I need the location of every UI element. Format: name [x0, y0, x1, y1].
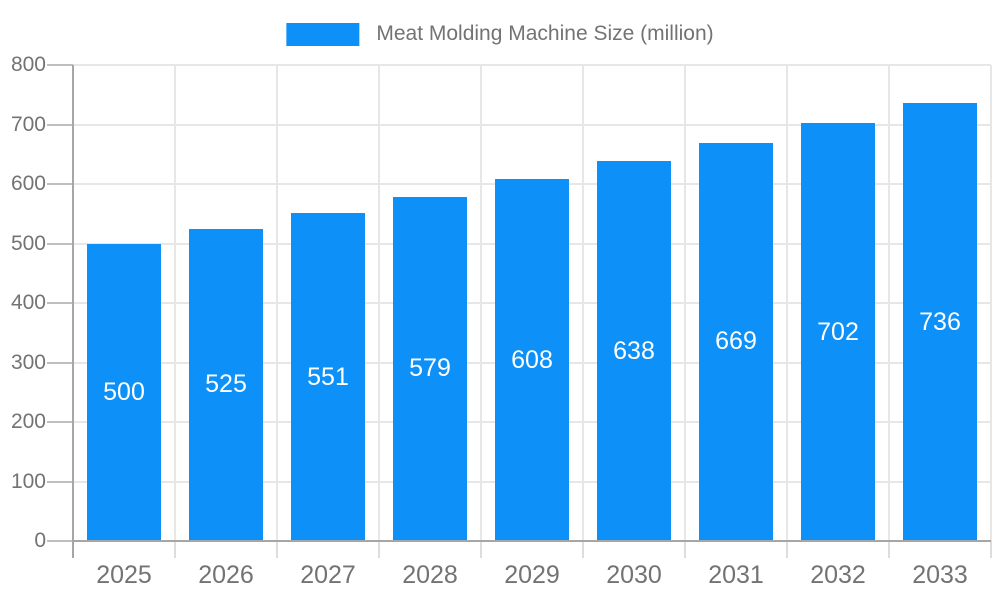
h-gridline: [73, 64, 991, 66]
y-axis-label: 500: [10, 231, 46, 255]
x-axis-line: [73, 540, 991, 542]
bar-2029[interactable]: 608: [495, 179, 569, 541]
x-axis-label: 2032: [810, 561, 866, 589]
legend-swatch: [286, 22, 360, 46]
legend-item[interactable]: Meat Molding Machine Size (million): [286, 22, 714, 46]
bar-2028[interactable]: 579: [393, 196, 467, 541]
y-axis-tick: [47, 421, 73, 423]
bar-2032[interactable]: 702: [801, 123, 875, 541]
y-axis-label: 700: [10, 112, 46, 136]
x-axis-tick: [786, 541, 788, 558]
x-axis-label: 2033: [912, 561, 968, 589]
y-axis-tick: [47, 123, 73, 126]
bar-2033[interactable]: 736: [903, 103, 977, 541]
v-gridline: [480, 65, 482, 541]
bar-2026[interactable]: 525: [189, 228, 263, 541]
bar-value-label: 702: [817, 317, 859, 346]
x-axis-tick: [174, 541, 176, 558]
x-axis-tick: [378, 541, 380, 558]
v-gridline: [174, 65, 176, 541]
bar-value-label: 638: [613, 336, 655, 365]
y-axis-tick: [47, 540, 73, 542]
v-gridline: [684, 65, 686, 541]
x-axis-tick: [480, 541, 482, 558]
y-axis-tick: [47, 183, 73, 185]
x-axis-label: 2026: [198, 561, 254, 589]
bar-2030[interactable]: 638: [597, 161, 671, 541]
y-axis-tick: [47, 361, 73, 364]
bar-2027[interactable]: 551: [291, 213, 365, 541]
bar-2031[interactable]: 669: [699, 142, 773, 541]
y-axis-label: 0: [34, 529, 46, 552]
y-axis-tick: [47, 302, 73, 304]
v-gridline: [990, 65, 992, 541]
x-axis-tick: [582, 541, 584, 558]
bar-value-label: 551: [307, 362, 349, 391]
v-gridline: [276, 65, 278, 541]
y-axis-label: 200: [10, 410, 46, 433]
y-axis-tick: [47, 64, 73, 66]
bar-value-label: 525: [205, 370, 247, 399]
y-axis-label: 800: [10, 53, 46, 76]
y-axis-line: [72, 65, 74, 558]
bar-value-label: 579: [409, 354, 451, 383]
x-axis-tick: [990, 541, 992, 558]
bar-value-label: 500: [103, 377, 145, 406]
x-axis-tick: [684, 541, 686, 558]
v-gridline: [888, 65, 890, 541]
v-gridline: [786, 65, 788, 541]
h-gridline: [73, 123, 991, 126]
x-axis-label: 2028: [402, 561, 458, 589]
y-axis-tick: [47, 242, 73, 245]
y-axis-label: 400: [10, 291, 46, 314]
v-gridline: [582, 65, 584, 541]
y-axis-label: 100: [10, 469, 46, 493]
y-axis-label: 300: [10, 350, 46, 374]
bar-value-label: 669: [715, 327, 757, 356]
y-axis-tick: [47, 480, 73, 483]
x-axis-tick: [276, 541, 278, 558]
legend-label: Meat Molding Machine Size (million): [376, 22, 714, 45]
x-axis-label: 2030: [606, 561, 662, 589]
x-axis-label: 2029: [504, 561, 560, 589]
plot-area: 0 100 200 300 400 500 600 700 800 500 525 551 579 60…: [11, 53, 992, 589]
y-axis-label: 600: [10, 172, 46, 195]
bar-2025[interactable]: 500: [87, 243, 161, 541]
bar-value-label: 608: [511, 345, 553, 374]
v-gridline: [378, 65, 380, 541]
x-axis-label: 2025: [96, 561, 152, 589]
x-axis-tick: [888, 541, 890, 558]
x-axis-label: 2031: [708, 561, 764, 589]
x-axis-label: 2027: [300, 561, 356, 589]
bar-value-label: 736: [919, 307, 961, 336]
